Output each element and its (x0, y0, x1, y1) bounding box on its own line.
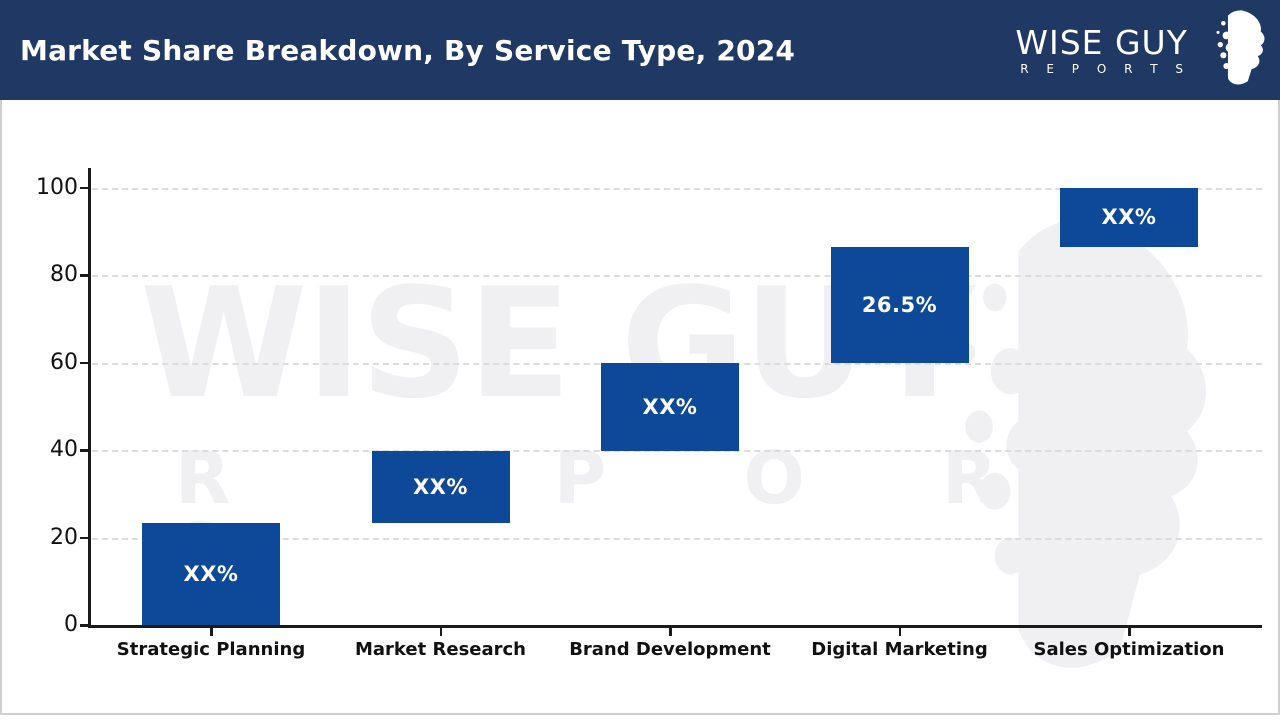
y-axis-spine (88, 168, 91, 627)
x-tick-1 (439, 627, 442, 636)
x-tick-0 (210, 627, 213, 636)
bar-value-label: XX% (1101, 205, 1157, 230)
y-tick-0 (80, 624, 89, 627)
x-tick-4 (1128, 627, 1131, 636)
bar-value-label: XX% (183, 562, 239, 587)
watermark-head-icon (959, 218, 1207, 668)
x-category-label: Strategic Planning (116, 639, 306, 660)
y-tick-20 (80, 536, 89, 539)
y-tick-label-0: 0 (64, 612, 78, 637)
x-category-label: Market Research (355, 639, 526, 660)
bar-value-label: XX% (413, 474, 468, 499)
logo-subtitle: R E P O R T S (1020, 61, 1190, 76)
gridline-80 (92, 275, 1262, 277)
gridline-40 (92, 450, 1262, 452)
y-tick-label-20: 20 (50, 524, 78, 550)
x-tick-2 (669, 627, 672, 636)
y-tick-100 (80, 186, 89, 189)
logo-wordmark: WISE GUY (1015, 22, 1188, 62)
bar-digital-marketing: 26.5% (830, 246, 969, 363)
x-category-label: Brand Development (569, 639, 771, 660)
bar-sales-optimization: XX% (1060, 187, 1198, 247)
gridline-20 (92, 537, 1262, 540)
bar-market-research: XX% (371, 450, 510, 524)
header-bar: Market Share Breakdown, By Service Type,… (0, 0, 1280, 100)
gridline-100 (92, 187, 1262, 190)
y-tick-label-80: 80 (50, 262, 78, 287)
y-tick-label-100: 100 (36, 174, 78, 200)
y-tick-80 (80, 274, 89, 277)
x-axis-spine (88, 625, 1262, 628)
dotted-head-icon (1216, 10, 1265, 85)
y-tick-40 (80, 449, 89, 452)
wise-guy-logo: WISE GUY R E P O R T S (1013, 8, 1270, 92)
bar-brand-development: XX% (601, 362, 739, 451)
y-tick-60 (80, 361, 89, 364)
bar-value-label: XX% (642, 394, 698, 419)
logo-text: WISE GUY R E P O R T S (1013, 26, 1190, 75)
bar-strategic-planning: XX% (142, 523, 280, 625)
x-category-label: Digital Marketing (811, 639, 988, 660)
y-tick-label-40: 40 (50, 437, 78, 462)
bar-value-label: 26.5% (861, 292, 938, 317)
y-tick-label-60: 60 (50, 349, 78, 375)
page-title: Market Share Breakdown, By Service Type,… (20, 33, 796, 67)
x-tick-3 (898, 627, 901, 636)
x-category-label: Sales Optimization (1033, 639, 1225, 660)
